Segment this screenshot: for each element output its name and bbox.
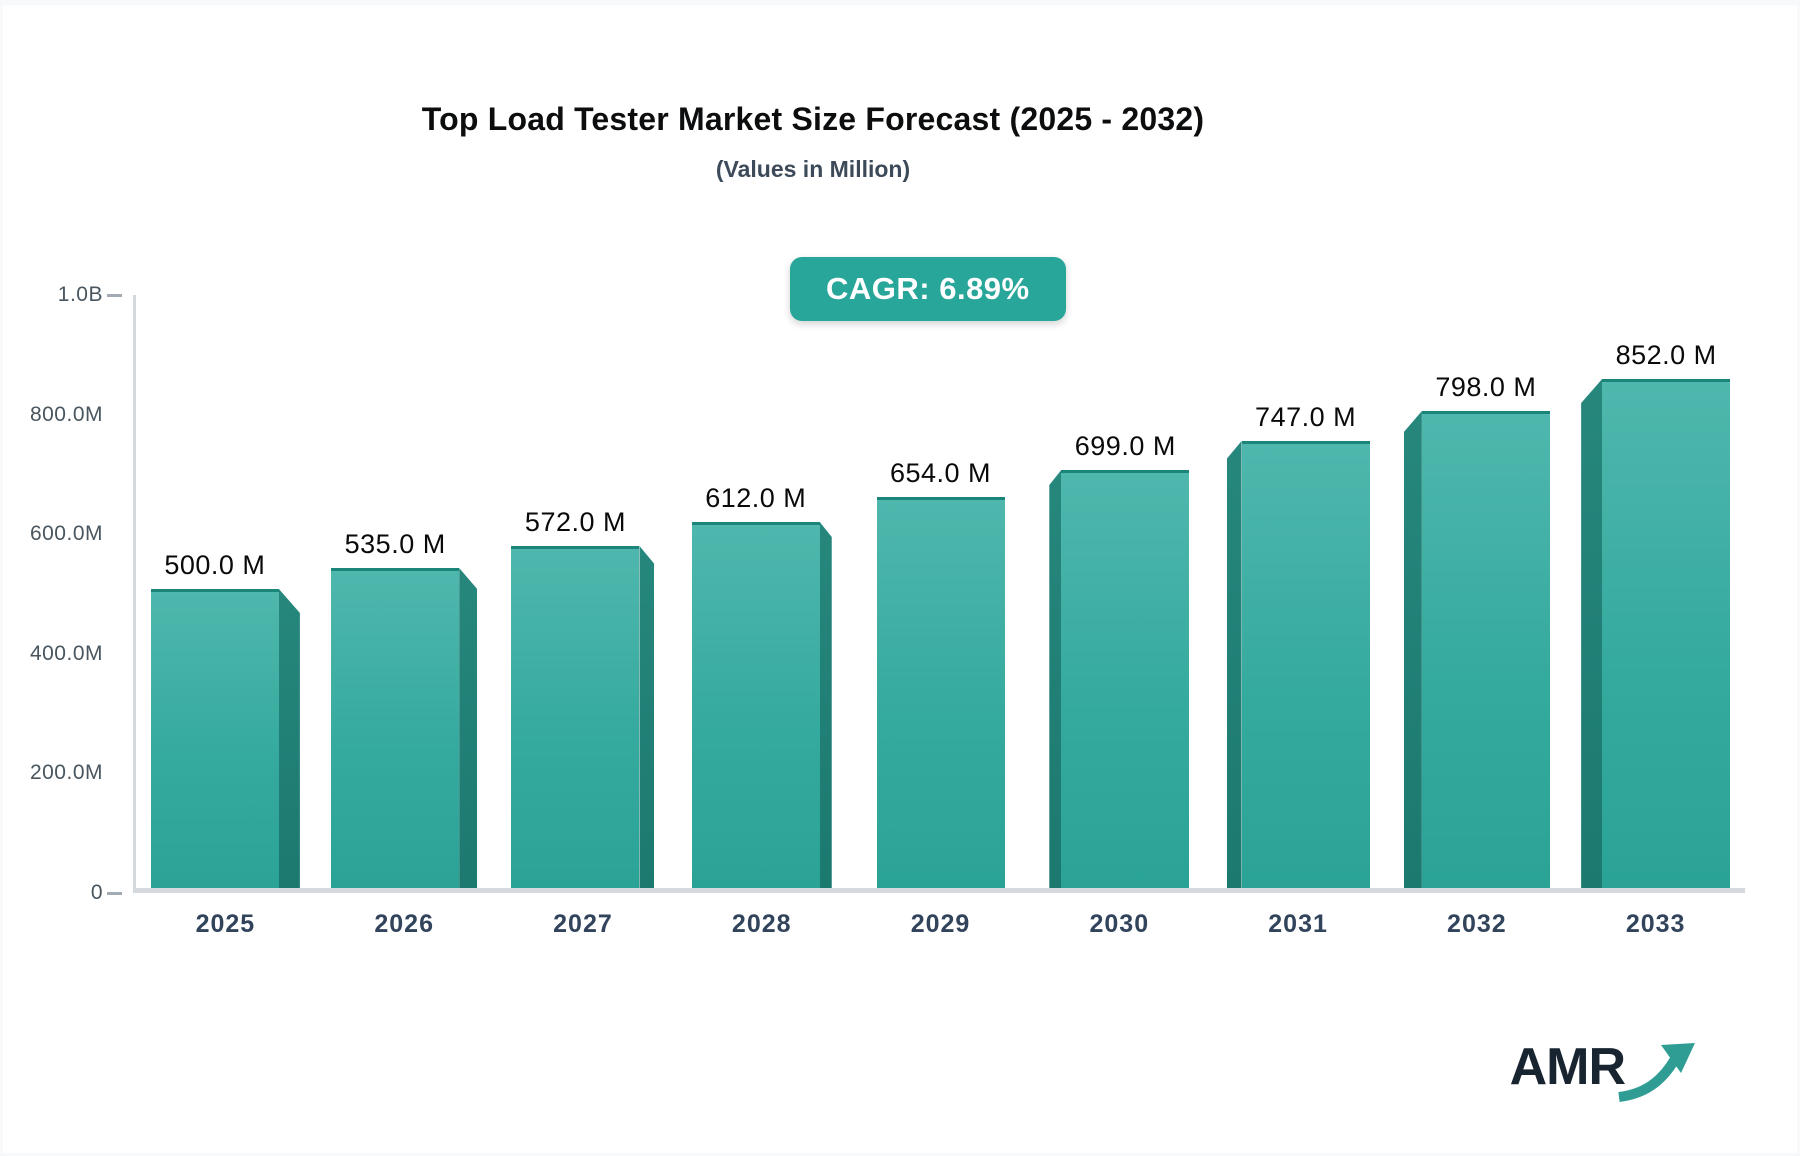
amr-logo-text: AMR bbox=[1509, 1038, 1626, 1096]
bar-side-face bbox=[278, 589, 300, 888]
bar-side-face bbox=[1581, 379, 1603, 888]
x-axis-label-2030: 2030 bbox=[1089, 910, 1150, 938]
bar-side-face bbox=[1226, 441, 1242, 888]
bar-value-label: 747.0 M bbox=[1255, 402, 1357, 432]
cagr-badge: CAGR: 6.89% bbox=[790, 257, 1066, 321]
bar-value-label: 699.0 M bbox=[1074, 431, 1176, 461]
category-slot-2030: 699.0 M 2030 bbox=[1030, 295, 1209, 938]
y-axis-label-600.0M: 600.0M bbox=[29, 522, 103, 546]
y-axis-label-0: 0 bbox=[90, 881, 103, 904]
x-axis-label-2032: 2032 bbox=[1447, 910, 1507, 938]
bar-group-2028[interactable]: 612.0 M bbox=[691, 483, 832, 888]
bar-group-2030[interactable]: 699.0 M bbox=[1049, 431, 1190, 888]
bar-group-2029[interactable]: 654.0 M bbox=[876, 458, 1005, 888]
amr-logo: AMR bbox=[1510, 1037, 1697, 1108]
y-axis-label-1.0B: 1.0B bbox=[57, 283, 103, 306]
category-slot-2026: 535.0 M 2026 bbox=[315, 295, 494, 938]
bar-face[interactable]: 747.0 M bbox=[1241, 402, 1370, 888]
bar-group-2025[interactable]: 500.0 M bbox=[150, 550, 300, 888]
bar-value-label: 535.0 M bbox=[344, 529, 446, 559]
bar-face[interactable]: 852.0 M bbox=[1602, 340, 1731, 888]
bar-value-label: 572.0 M bbox=[524, 507, 626, 537]
bar-group-2033[interactable]: 852.0 M bbox=[1581, 340, 1731, 888]
x-axis-label-2033: 2033 bbox=[1625, 910, 1686, 938]
y-axis-label-400.0M: 400.0M bbox=[29, 641, 103, 665]
category-slot-2027: 572.0 M 2027 bbox=[494, 295, 673, 938]
x-axis-label-2025: 2025 bbox=[195, 910, 256, 938]
x-axis-label-2028: 2028 bbox=[731, 910, 792, 938]
x-axis-label-2027: 2027 bbox=[553, 910, 613, 938]
category-slot-2031: 747.0 M 2031 bbox=[1209, 295, 1388, 938]
page-title: Top Load Tester Market Size Forecast (20… bbox=[421, 101, 1205, 137]
y-axis-label-800.0M: 800.0M bbox=[29, 402, 103, 426]
bar-face[interactable]: 500.0 M bbox=[150, 550, 279, 888]
bar-group-2031[interactable]: 747.0 M bbox=[1226, 402, 1370, 888]
bar-value-label: 798.0 M bbox=[1435, 372, 1537, 402]
bar-side-face bbox=[639, 546, 655, 888]
bar-series: 500.0 M 2025 535.0 M 2026 572.0 M 2027 612.0 M… bbox=[136, 295, 1745, 938]
bar-value-label: 612.0 M bbox=[705, 483, 807, 513]
bar-face[interactable]: 654.0 M bbox=[876, 458, 1005, 888]
growth-arrow-icon bbox=[1617, 1039, 1697, 1108]
y-axis-tick bbox=[107, 294, 122, 297]
bar-side-face bbox=[459, 568, 478, 888]
page-subtitle: (Values in Million) bbox=[715, 156, 911, 182]
bar-face[interactable]: 699.0 M bbox=[1061, 431, 1190, 888]
bar-face[interactable]: 612.0 M bbox=[691, 483, 820, 888]
x-axis-label-2029: 2029 bbox=[910, 910, 971, 938]
bar-side-face bbox=[1049, 470, 1062, 888]
chart-header: Top Load Tester Market Size Forecast (20… bbox=[3, 5, 1623, 183]
category-slot-2032: 798.0 M 2032 bbox=[1387, 295, 1566, 938]
bar-face[interactable]: 572.0 M bbox=[511, 507, 640, 888]
y-axis-tick bbox=[107, 892, 122, 895]
category-slot-2025: 500.0 M 2025 bbox=[136, 295, 315, 938]
category-slot-2028: 612.0 M 2028 bbox=[672, 295, 851, 938]
bar-side-face bbox=[1403, 411, 1422, 888]
x-axis-label-2031: 2031 bbox=[1268, 910, 1328, 938]
category-slot-2033: 852.0 M 2033 bbox=[1566, 295, 1745, 938]
bar-face[interactable]: 535.0 M bbox=[331, 529, 460, 888]
category-slot-2029: 654.0 M 2029 bbox=[851, 295, 1030, 938]
bar-side-face bbox=[819, 522, 832, 888]
plot-area: 500.0 M 2025 535.0 M 2026 572.0 M 2027 612.0 M… bbox=[133, 295, 1745, 938]
bar-group-2027[interactable]: 572.0 M bbox=[511, 507, 655, 888]
bar-face[interactable]: 798.0 M bbox=[1421, 372, 1550, 888]
bar-group-2032[interactable]: 798.0 M bbox=[1403, 372, 1550, 888]
y-axis-label-200.0M: 200.0M bbox=[29, 761, 103, 785]
bar-value-label: 654.0 M bbox=[889, 458, 992, 488]
bar-value-label: 500.0 M bbox=[164, 550, 266, 580]
bar-value-label: 852.0 M bbox=[1615, 340, 1717, 370]
x-axis-label-2026: 2026 bbox=[374, 910, 434, 938]
bar-group-2026[interactable]: 535.0 M bbox=[331, 529, 478, 888]
